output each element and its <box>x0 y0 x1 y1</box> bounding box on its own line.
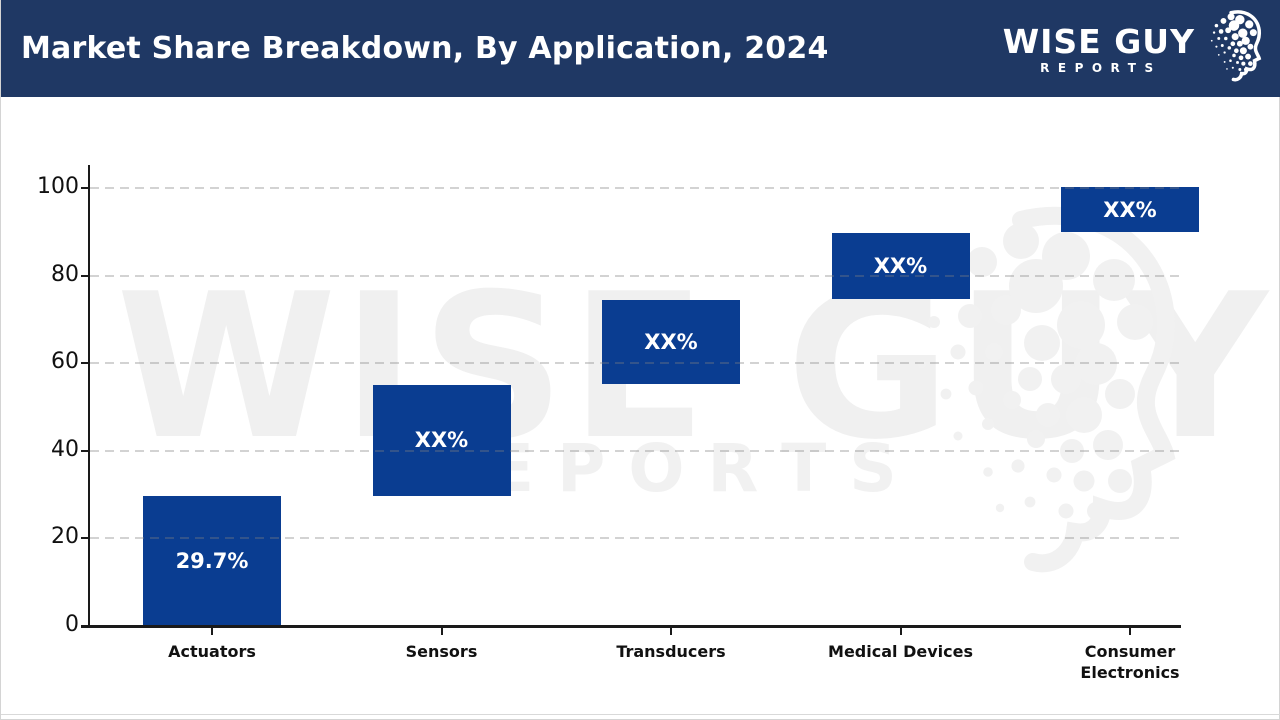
x-category-label: Medical Devices <box>828 642 973 661</box>
x-category-label: Transducers <box>616 642 726 661</box>
y-tick-0 <box>81 625 89 627</box>
y-tick-label-60: 60 <box>51 349 79 375</box>
x-tick-3 <box>670 627 672 635</box>
y-tick-label-20: 20 <box>51 524 79 550</box>
bar-value-label: XX% <box>414 428 469 453</box>
gridline-80 <box>90 274 1179 277</box>
bar-value-label: XX% <box>644 330 698 355</box>
x-tick-4 <box>899 627 902 635</box>
y-tick-label-0: 0 <box>65 612 79 637</box>
y-tick-100 <box>81 187 89 189</box>
x-category-label: Actuators <box>168 642 256 661</box>
y-tick-label-100: 100 <box>37 174 79 199</box>
y-tick-60 <box>81 362 89 365</box>
x-tick-2 <box>440 627 443 635</box>
page-title: Market Share Breakdown, By Application, … <box>21 31 829 66</box>
gridline-40 <box>90 449 1179 452</box>
bar-value-label: XX% <box>1103 197 1157 222</box>
wise-guy-reports-logo: WISE GUY REPORTS <box>1003 6 1271 92</box>
bar-consumer-electronics: XX% <box>1061 187 1199 233</box>
bar-value-label: 29.7% <box>175 548 249 573</box>
y-tick-80 <box>81 274 89 277</box>
bar-sensors: XX% <box>372 384 511 496</box>
header-bar: Market Share Breakdown, By Application, … <box>1 0 1280 97</box>
bottom-divider <box>1 714 1280 715</box>
logo-text: WISE GUY REPORTS <box>1003 25 1195 74</box>
gridline-20 <box>90 537 1179 540</box>
x-category-label: Sensors <box>405 642 478 661</box>
y-tick-20 <box>81 537 89 540</box>
bar-actuators: 29.7% <box>143 495 281 626</box>
y-tick-label-80: 80 <box>51 261 79 287</box>
y-tick-40 <box>81 449 89 452</box>
x-tick-5 <box>1129 627 1131 635</box>
logo-face-icon <box>1197 8 1271 90</box>
logo-reports-label: REPORTS <box>1040 60 1162 75</box>
logo-wiseguy-label: WISE GUY <box>1002 21 1195 61</box>
bar-value-label: XX% <box>873 254 928 279</box>
bar-medical-devices: XX% <box>831 233 970 300</box>
x-axis-spine <box>81 625 1181 628</box>
x-tick-1 <box>211 627 213 635</box>
gridline-60 <box>90 362 1179 365</box>
bar-transducers: XX% <box>602 300 740 385</box>
y-tick-label-40: 40 <box>51 436 79 462</box>
x-category-label: Consumer Electronics <box>1080 642 1180 682</box>
gridline-100 <box>90 187 1179 189</box>
y-axis-spine <box>88 165 90 627</box>
